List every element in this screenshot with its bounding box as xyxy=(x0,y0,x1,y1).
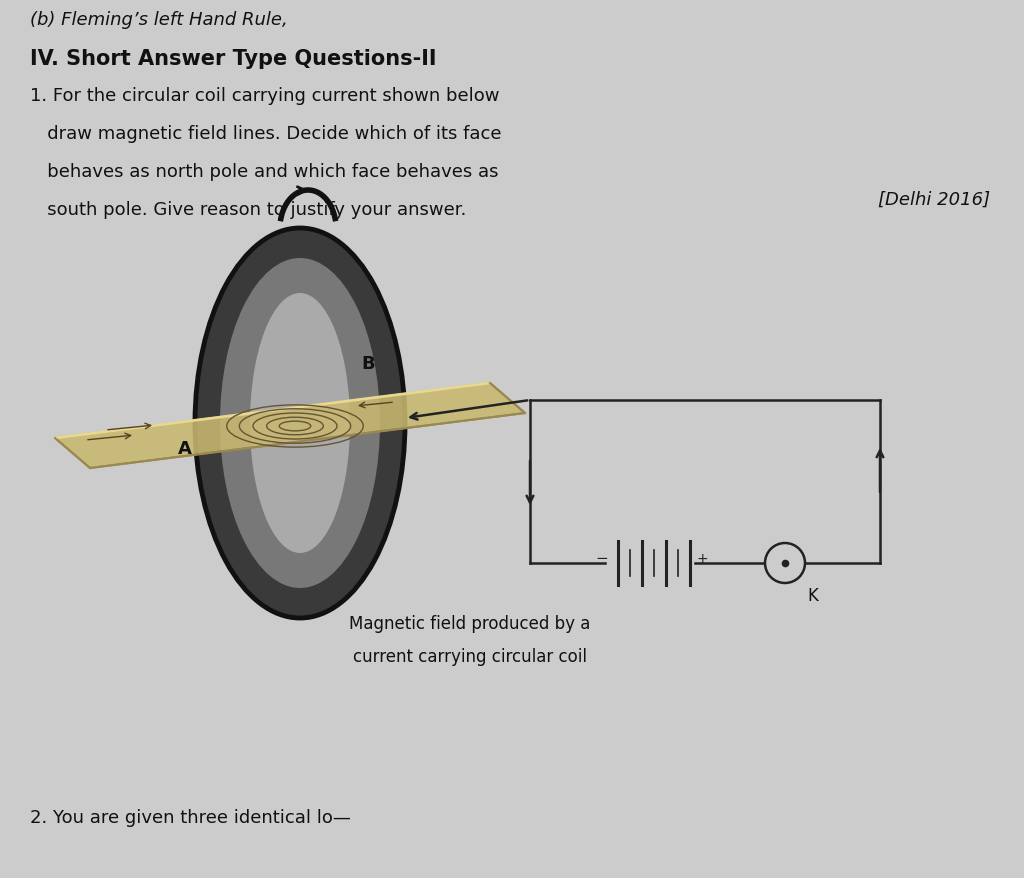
Text: +: + xyxy=(696,551,708,565)
Text: K: K xyxy=(808,587,818,604)
Ellipse shape xyxy=(220,259,380,588)
Text: 1. For the circular coil carrying current shown below: 1. For the circular coil carrying curren… xyxy=(30,87,500,104)
Text: south pole. Give reason to justify your answer.: south pole. Give reason to justify your … xyxy=(30,201,466,219)
Text: (b) Fleming’s left Hand Rule,: (b) Fleming’s left Hand Rule, xyxy=(30,11,288,29)
Text: IV. Short Answer Type Questions-II: IV. Short Answer Type Questions-II xyxy=(30,49,436,68)
Text: behaves as north pole and which face behaves as: behaves as north pole and which face beh… xyxy=(30,162,499,181)
Ellipse shape xyxy=(195,229,406,618)
Text: B: B xyxy=(361,355,375,372)
Text: A: A xyxy=(178,440,191,457)
Text: −: − xyxy=(596,551,608,565)
Polygon shape xyxy=(55,384,525,469)
Text: [Delhi 2016]: [Delhi 2016] xyxy=(878,191,990,209)
Text: 2. You are given three identical lo—: 2. You are given three identical lo— xyxy=(30,808,351,826)
Text: current carrying circular coil: current carrying circular coil xyxy=(353,647,587,666)
Ellipse shape xyxy=(250,293,350,553)
Text: Magnetic field produced by a: Magnetic field produced by a xyxy=(349,615,591,632)
Text: draw magnetic field lines. Decide which of its face: draw magnetic field lines. Decide which … xyxy=(30,125,502,143)
